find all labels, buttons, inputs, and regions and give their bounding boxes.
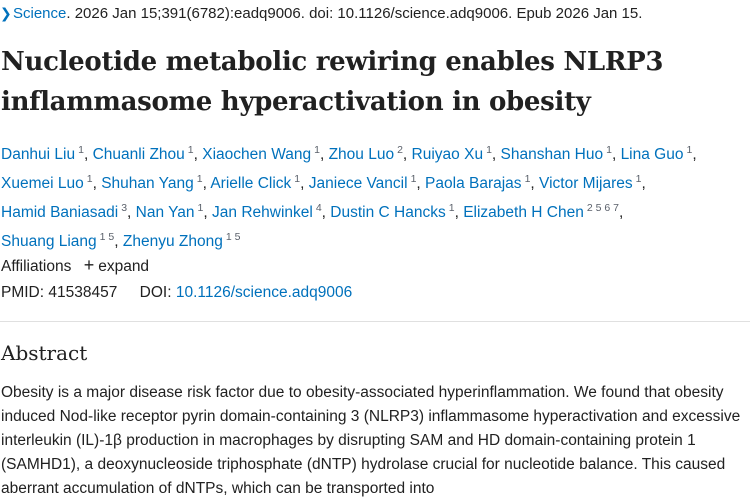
affiliations-row: Affiliations + expand	[1, 253, 149, 277]
author-affiliation-number[interactable]: 1	[410, 173, 417, 185]
doi-link[interactable]: 10.1126/science.adq9006	[175, 284, 353, 301]
author-separator: ,	[611, 146, 617, 163]
author-separator: ,	[641, 175, 646, 192]
author-affiliation-number[interactable]: 1	[486, 144, 492, 156]
chevron-right-icon[interactable]: ❯	[0, 5, 12, 21]
author-link[interactable]: Nan Yan	[135, 204, 195, 221]
author-item: Zhou Luo 2,	[328, 144, 408, 163]
author-affiliation-number[interactable]: 1	[606, 144, 612, 156]
author-link[interactable]: Zhou Luo	[328, 146, 395, 163]
author-separator: ,	[203, 204, 208, 221]
author-separator: ,	[193, 146, 198, 163]
author-affiliation-number[interactable]: 1	[314, 144, 320, 156]
author-link[interactable]: Shuhan Yang	[101, 175, 194, 192]
author-item: Janiece Vancil 1,	[308, 173, 421, 192]
author-affiliation-number[interactable]: 1	[78, 144, 84, 156]
author-separator: ,	[402, 146, 408, 163]
citation-line: ❯Science. 2026 Jan 15;391(6782):eadq9006…	[0, 2, 750, 24]
author-affiliation-number[interactable]: 1	[196, 173, 203, 185]
abstract-paragraph: Obesity is a major disease risk factor d…	[1, 384, 741, 497]
abstract-body: Obesity is a major disease risk factor d…	[1, 381, 746, 500]
author-affiliation-number[interactable]: 1	[86, 173, 93, 185]
expand-affiliations-button[interactable]: + expand	[83, 255, 150, 275]
author-item: Nan Yan 1,	[135, 202, 208, 221]
author-affiliation-number[interactable]: 1	[187, 144, 194, 156]
author-separator: ,	[692, 146, 697, 163]
author-affiliation-number[interactable]: 1	[635, 173, 642, 185]
author-separator: ,	[83, 146, 89, 163]
author-item: Xiaochen Wang 1,	[202, 144, 325, 163]
author-link[interactable]: Janiece Vancil	[308, 175, 408, 192]
author-link[interactable]: Xiaochen Wang	[202, 146, 312, 163]
author-item: Shanshan Huo 1,	[500, 144, 617, 163]
author-affiliation-number[interactable]: 2 5 6 7	[586, 202, 619, 214]
author-link[interactable]: Victor Mijares	[539, 175, 633, 192]
author-link[interactable]: Arielle Click	[210, 175, 292, 192]
author-affiliation-number[interactable]: 1 5	[99, 231, 115, 243]
author-affiliation-number[interactable]: 1	[448, 202, 455, 214]
author-link[interactable]: Jan Rehwinkel	[212, 204, 313, 221]
author-affiliation-number[interactable]: 2	[397, 144, 403, 156]
author-separator: ,	[319, 146, 325, 163]
author-affiliation-number[interactable]: 1	[197, 202, 204, 214]
author-separator: ,	[321, 204, 326, 221]
author-affiliation-number[interactable]: 1	[524, 173, 531, 185]
author-item: Shuang Liang 1 5,	[1, 231, 119, 250]
author-item: Victor Mijares 1,	[539, 173, 646, 192]
author-link[interactable]: Shuang Liang	[1, 233, 97, 250]
author-affiliation-number[interactable]: 1 5	[225, 231, 241, 243]
plus-icon: +	[83, 255, 95, 275]
author-separator: ,	[454, 204, 459, 221]
author-item: Elizabeth H Chen 2 5 6 7,	[463, 202, 624, 221]
doi-label: DOI:	[139, 284, 172, 301]
author-affiliation-number[interactable]: 3	[121, 202, 128, 214]
journal-link[interactable]: Science	[13, 5, 67, 22]
author-separator: ,	[114, 233, 119, 250]
author-link[interactable]: Paola Barajas	[425, 175, 522, 192]
author-affiliation-number[interactable]: 1	[686, 144, 693, 156]
author-item: Xuemei Luo 1,	[1, 173, 97, 192]
identifiers-row: PMID: 41538457 DOI: 10.1126/science.adq9…	[1, 281, 352, 305]
pmid-label: PMID:	[1, 284, 45, 301]
author-separator: ,	[530, 175, 535, 192]
author-list: Danhui Liu 1, Chuanli Zhou 1, Xiaochen Wan…	[1, 138, 741, 254]
author-item: Zhenyu Zhong 1 5	[122, 231, 241, 250]
author-link[interactable]: Chuanli Zhou	[92, 146, 185, 163]
author-link[interactable]: Hamid Baniasadi	[1, 204, 119, 221]
section-divider	[0, 321, 750, 322]
author-item: Danhui Liu 1,	[1, 144, 89, 163]
author-separator: ,	[92, 175, 97, 192]
author-link[interactable]: Xuemei Luo	[1, 175, 84, 192]
abstract-heading: Abstract	[1, 341, 88, 365]
author-item: Dustin C Hancks 1,	[330, 202, 459, 221]
author-link[interactable]: Ruiyao Xu	[411, 146, 484, 163]
author-affiliation-number[interactable]: 1	[294, 173, 301, 185]
author-separator: ,	[127, 204, 132, 221]
expand-label: expand	[98, 258, 150, 275]
author-item: Lina Guo 1,	[620, 144, 697, 163]
author-item: Ruiyao Xu 1,	[411, 144, 497, 163]
author-link[interactable]: Dustin C Hancks	[330, 204, 446, 221]
author-separator: ,	[618, 204, 624, 221]
author-separator: ,	[491, 146, 497, 163]
author-link[interactable]: Danhui Liu	[1, 146, 76, 163]
author-link[interactable]: Zhenyu Zhong	[122, 233, 223, 250]
pmid-value: 41538457	[48, 284, 118, 301]
author-affiliation-number[interactable]: 4	[315, 202, 322, 214]
article-title: Nucleotide metabolic rewiring enables NL…	[1, 47, 664, 117]
author-separator: ,	[202, 175, 207, 192]
author-link[interactable]: Shanshan Huo	[500, 146, 604, 163]
affiliations-label: Affiliations	[1, 258, 72, 275]
author-link[interactable]: Elizabeth H Chen	[463, 204, 584, 221]
author-item: Paola Barajas 1,	[425, 173, 535, 192]
author-separator: ,	[300, 175, 305, 192]
author-link[interactable]: Lina Guo	[620, 146, 684, 163]
author-item: Chuanli Zhou 1,	[92, 144, 198, 163]
author-item: Shuhan Yang 1,	[101, 173, 207, 192]
author-separator: ,	[416, 175, 421, 192]
author-item: Arielle Click 1,	[210, 173, 305, 192]
author-item: Jan Rehwinkel 4,	[212, 202, 326, 221]
citation-details: . 2026 Jan 15;391(6782):eadq9006. doi: 1…	[66, 5, 643, 22]
author-item: Hamid Baniasadi 3,	[1, 202, 132, 221]
